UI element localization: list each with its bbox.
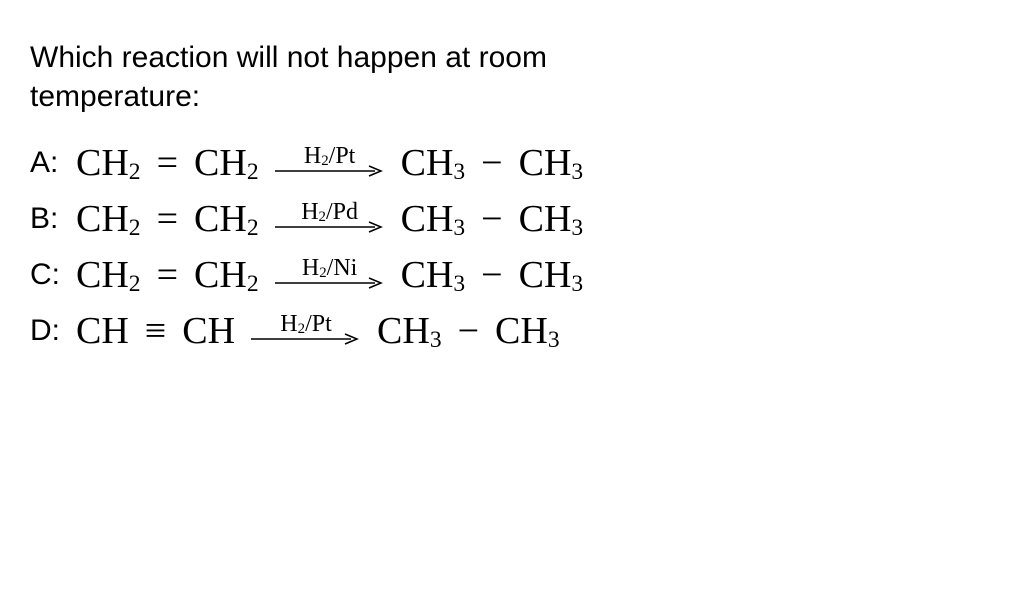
reaction-formula: CH2 = CH2 H2/Ni CH3 − CH3: [76, 256, 583, 294]
single-bond: −: [475, 144, 508, 182]
option-row: C: CH2 = CH2 H2/Ni CH3 − CH3: [30, 256, 994, 294]
reactant-right: CH2: [194, 144, 259, 182]
double-bond: =: [151, 144, 184, 182]
reactant-left: CH2: [76, 256, 141, 294]
arrow-icon: [275, 276, 385, 290]
question-text: Which reaction will not happen at room t…: [30, 38, 994, 116]
option-label: B:: [30, 202, 64, 236]
product-left: CH3: [377, 312, 442, 350]
product-right: CH3: [519, 200, 584, 238]
product-left: CH3: [401, 256, 466, 294]
product-right: CH3: [519, 256, 584, 294]
option-row: A: CH2 = CH2 H2/Pt CH3 − CH3: [30, 144, 994, 182]
reactant-left: CH: [76, 312, 129, 350]
option-label: D:: [30, 314, 64, 348]
reaction-arrow: H2/Pt: [245, 312, 367, 346]
reaction-formula: CH2 = CH2 H2/Pd CH3 − CH3: [76, 200, 583, 238]
reaction-arrow: H2/Ni: [269, 256, 391, 290]
question-line-1: Which reaction will not happen at room: [30, 41, 547, 74]
product-right: CH3: [495, 312, 560, 350]
arrow-icon: [275, 164, 385, 178]
option-label: A:: [30, 146, 64, 180]
double-bond: =: [151, 200, 184, 238]
reactant-right: CH: [182, 312, 235, 350]
single-bond: −: [475, 256, 508, 294]
product-left: CH3: [401, 200, 466, 238]
reactant-left: CH2: [76, 200, 141, 238]
double-bond: =: [151, 256, 184, 294]
option-row: D: CH ≡ CH H2/Pt CH3 − CH3: [30, 312, 994, 350]
reactant-right: CH2: [194, 256, 259, 294]
product-left: CH3: [401, 144, 466, 182]
options-list: A: CH2 = CH2 H2/Pt CH3 − CH3 B: CH2 = CH…: [30, 144, 994, 350]
single-bond: −: [475, 200, 508, 238]
product-right: CH3: [519, 144, 584, 182]
triple-bond: ≡: [139, 312, 172, 350]
question-page: Which reaction will not happen at room t…: [0, 0, 1024, 350]
arrow-icon: [251, 332, 361, 346]
reaction-arrow: H2/Pd: [269, 200, 391, 234]
reaction-formula: CH ≡ CH H2/Pt CH3 − CH3: [76, 312, 560, 350]
reaction-formula: CH2 = CH2 H2/Pt CH3 − CH3: [76, 144, 583, 182]
single-bond: −: [452, 312, 485, 350]
option-label: C:: [30, 258, 64, 292]
arrow-icon: [275, 220, 385, 234]
reactant-right: CH2: [194, 200, 259, 238]
reactant-left: CH2: [76, 144, 141, 182]
reaction-arrow: H2/Pt: [269, 144, 391, 178]
option-row: B: CH2 = CH2 H2/Pd CH3 − CH3: [30, 200, 994, 238]
question-line-2: temperature:: [30, 80, 200, 113]
